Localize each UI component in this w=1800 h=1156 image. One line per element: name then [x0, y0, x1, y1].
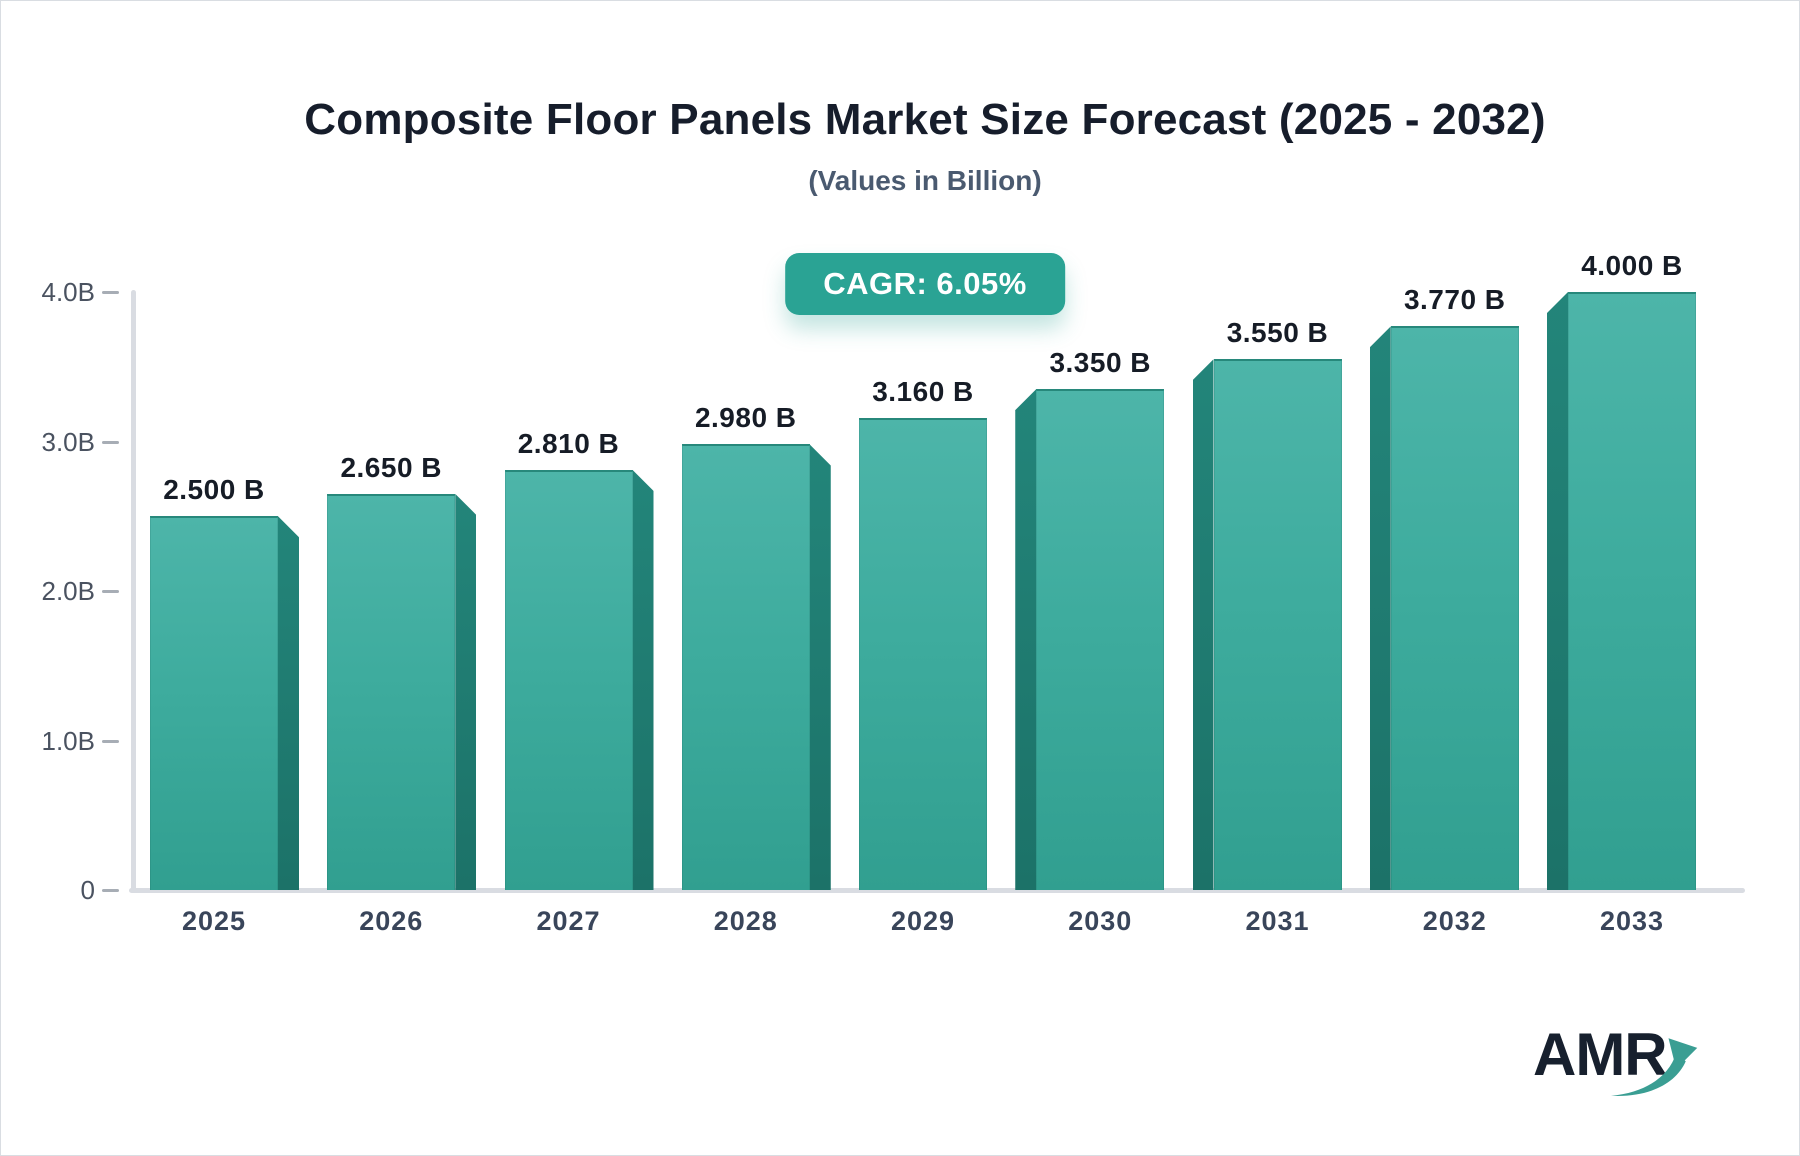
x-tick-label: 2033 [1599, 906, 1665, 936]
bar-2030 [1036, 389, 1165, 890]
y-tick-label: 1.0B [41, 725, 96, 756]
y-tick-mark [102, 889, 119, 892]
y-tick-label: 2.0B [41, 576, 96, 606]
x-tick-label: 2028 [713, 906, 778, 936]
y-axis-line [131, 290, 136, 891]
bar-2032-side-face [1369, 326, 1391, 890]
y-tick-label: 4.0B [41, 277, 96, 307]
bar-2027-side-face [632, 469, 654, 890]
bar-2025-side-face [278, 516, 299, 890]
bar-2032 [1390, 326, 1519, 890]
x-tick-label: 2032 [1422, 906, 1487, 936]
bar-2031 [1213, 359, 1342, 890]
amr-logo: AMR [1533, 1025, 1703, 1115]
bar-2028 [681, 444, 810, 890]
bar-value-label: 4.000 B [1581, 250, 1683, 281]
x-axis-line [129, 888, 1745, 893]
bar-value-label: 2.980 B [694, 402, 797, 434]
y-tick-mark [102, 739, 119, 743]
growth-arrow-icon [1611, 1038, 1698, 1096]
bar-value-label: 2.500 B [163, 474, 265, 506]
amr-logo-text: AMR [1533, 1021, 1668, 1088]
bar-value-label: 3.160 B [872, 375, 974, 407]
x-tick-label: 2025 [181, 906, 247, 936]
growth-arrow-head [1668, 1038, 1698, 1069]
y-tick-label: 0 [80, 875, 95, 905]
bar-2031-side-face [1192, 359, 1214, 890]
y-tick-mark [102, 440, 119, 444]
bar-2025 [150, 516, 278, 890]
x-tick-label: 2026 [359, 906, 424, 936]
bar-value-label: 2.650 B [340, 451, 443, 483]
bar-2028-side-face [809, 444, 831, 890]
bar-value-label: 3.770 B [1403, 284, 1506, 316]
bar-value-label: 2.810 B [517, 427, 620, 459]
x-tick-label: 2031 [1245, 906, 1310, 936]
bar-2033 [1568, 292, 1696, 890]
chart-subtitle: (Values in Billion) [808, 165, 1042, 196]
y-tick-mark [102, 590, 119, 593]
y-tick-mark [102, 291, 119, 294]
bar-2033-side-face [1547, 292, 1568, 890]
bar-value-label: 3.550 B [1226, 317, 1329, 349]
chart-title: Composite Floor Panels Market Size Forec… [304, 95, 1546, 144]
bar-2026-side-face [455, 493, 477, 890]
cagr-badge: CAGR: 6.05% [785, 253, 1065, 315]
x-tick-label: 2030 [1068, 906, 1133, 936]
x-tick-label: 2027 [536, 906, 601, 936]
bar-2026 [327, 493, 456, 890]
bar-2030-side-face [1015, 389, 1037, 890]
x-tick-label: 2029 [890, 906, 956, 936]
bar-2029 [859, 417, 987, 890]
y-tick-label: 3.0B [41, 426, 96, 457]
bar-value-label: 3.350 B [1049, 347, 1152, 379]
bar-2027 [504, 469, 633, 890]
